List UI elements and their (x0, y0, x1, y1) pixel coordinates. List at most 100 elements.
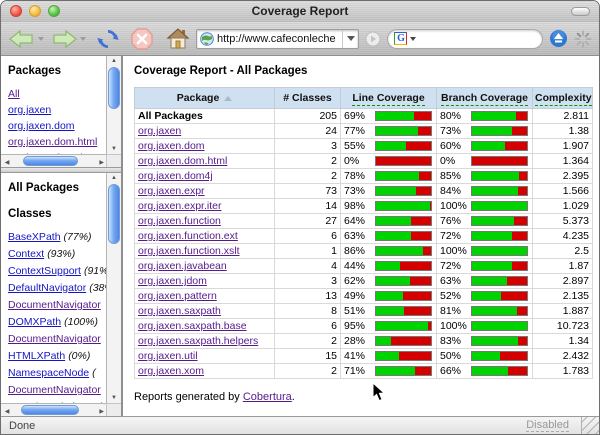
home-button[interactable] (166, 27, 190, 50)
sidebar-class-link[interactable]: ContextSupport (8, 265, 81, 277)
forward-button[interactable] (50, 29, 86, 48)
coverage-bar-fill (376, 292, 403, 300)
toolbar-toggle-widget[interactable] (571, 7, 590, 16)
globe-icon (200, 31, 214, 46)
package-link[interactable]: org.jaxen.dom.html (138, 155, 228, 167)
package-link[interactable]: org.jaxen.function (138, 215, 221, 227)
package-link[interactable]: org.jaxen.expr.iter (138, 200, 222, 212)
column-header-package[interactable]: Package (134, 87, 275, 109)
search-dropdown-icon[interactable] (410, 36, 417, 41)
sidebar-package-link[interactable]: org.jaxen (8, 104, 52, 116)
search-field[interactable]: G (387, 28, 543, 49)
sidebar-class-link[interactable]: DocumentNavigator (8, 333, 101, 345)
zoom-button[interactable] (48, 5, 60, 17)
sidebar-class-link[interactable]: DocumentNavigator (8, 384, 101, 396)
package-link[interactable]: org.jaxen.dom (138, 140, 205, 152)
address-text[interactable]: http://www.cafeconleche (217, 32, 336, 45)
scroll-left-icon[interactable]: ◀ (4, 409, 10, 415)
sidebar-package-link[interactable]: org.jaxen.dom4j (8, 152, 83, 154)
address-dropdown[interactable] (342, 29, 358, 48)
coverage-percent: 44% (344, 260, 366, 272)
complexity-cell: 1.34 (532, 333, 593, 349)
sidebar-class-link[interactable]: DocumentNavigator (8, 299, 101, 311)
back-button[interactable] (8, 29, 44, 48)
package-link[interactable]: org.jaxen.jdom (138, 275, 207, 287)
sidebar-package-link[interactable]: org.jaxen.dom (8, 120, 75, 132)
coverage-percent: 83% (440, 335, 462, 347)
scroll-left-icon[interactable]: ◀ (4, 160, 10, 166)
package-link[interactable]: org.jaxen.saxpath.helpers (138, 335, 259, 347)
sidebar-class-link[interactable]: HTMLXPath (8, 350, 66, 362)
scroll-up-icon[interactable]: ▲ (111, 175, 117, 181)
classes-horizontal-scrollbar[interactable]: ◀ ▶ (1, 403, 106, 416)
go-button[interactable] (365, 31, 381, 47)
scrollbar-thumb[interactable] (108, 67, 120, 109)
classes-vertical-scrollbar[interactable]: ▲ ▼ (106, 173, 121, 403)
package-link[interactable]: org.jaxen.util (138, 350, 198, 362)
sidebar-package-link[interactable]: org.jaxen.dom.html (8, 136, 98, 148)
sidebar-class-link[interactable]: DefaultNavigator (8, 282, 87, 294)
package-link[interactable]: org.jaxen (138, 125, 182, 137)
scrollbar-thumb[interactable] (23, 156, 78, 166)
sidebar-class-link[interactable]: Context (8, 248, 45, 260)
stop-button[interactable] (130, 27, 154, 51)
packages-vertical-scrollbar[interactable]: ▲ ▼ (106, 56, 121, 154)
class-coverage-percent: (91%) (83, 265, 106, 277)
coverage-bar (471, 201, 528, 211)
package-cell: org.jaxen.expr.iter (134, 198, 275, 214)
package-link[interactable]: org.jaxen.saxpath.base (138, 320, 247, 332)
package-link[interactable]: org.jaxen.expr (138, 185, 205, 197)
bookmark-button[interactable] (549, 29, 568, 48)
title-bar[interactable]: Coverage Report (1, 1, 599, 22)
coverage-bar-fill (472, 277, 507, 285)
minimize-button[interactable] (29, 5, 41, 17)
scroll-right-icon[interactable]: ▶ (99, 160, 104, 166)
column-header-branch-coverage[interactable]: Branch Coverage (436, 87, 533, 109)
package-link[interactable]: org.jaxen.xom (138, 365, 204, 377)
sidebar-class-link[interactable]: BaseXPath (8, 231, 61, 243)
column-header-classes[interactable]: # Classes (274, 87, 341, 109)
scroll-down-icon[interactable]: ▼ (111, 146, 117, 152)
coverage-bar-fill (376, 217, 412, 225)
coverage-bar (471, 216, 528, 226)
packages-horizontal-scrollbar[interactable]: ◀ ▶ (1, 154, 106, 167)
package-cell: org.jaxen.pattern (134, 288, 275, 304)
sidebar-class-link[interactable]: NamespaceNode (8, 367, 90, 379)
package-link[interactable]: org.jaxen.javabean (138, 260, 227, 272)
sidebar-class-link[interactable]: DOMXPath (8, 316, 62, 328)
go-icon (365, 31, 381, 46)
coverage-bar-fill (472, 322, 527, 330)
column-header-complexity[interactable]: Complexity (532, 87, 593, 109)
sidebar-class-link[interactable]: Dom4jXPath (8, 401, 67, 403)
coverage-bar (375, 351, 432, 361)
reload-button[interactable] (96, 28, 120, 50)
package-link[interactable]: org.jaxen.function.ext (138, 230, 238, 242)
package-link[interactable]: org.jaxen.dom4j (138, 170, 213, 182)
status-disabled-indicator[interactable]: Disabled (526, 419, 569, 432)
back-dropdown-icon[interactable] (38, 36, 44, 41)
cobertura-link[interactable]: Cobertura (242, 391, 292, 403)
close-button[interactable] (10, 5, 22, 17)
status-text: Done (9, 419, 36, 432)
line-coverage-cell: 49% (340, 288, 437, 304)
package-link[interactable]: org.jaxen.function.xslt (138, 245, 240, 257)
coverage-bar (375, 201, 432, 211)
classes-list: BaseXPath (77%) Context (93%) ContextSupport… (8, 229, 106, 403)
package-link[interactable]: org.jaxen.pattern (138, 290, 217, 302)
column-header-line-coverage[interactable]: Line Coverage (340, 87, 437, 109)
scrollbar-thumb[interactable] (21, 405, 79, 415)
forward-dropdown-icon[interactable] (80, 36, 86, 41)
scrollbar-thumb[interactable] (108, 184, 120, 244)
scroll-down-icon[interactable]: ▼ (111, 395, 117, 401)
scroll-right-icon[interactable]: ▶ (99, 409, 104, 415)
address-bar[interactable]: http://www.cafeconleche (196, 28, 360, 49)
sidebar-package-link[interactable]: All (8, 88, 20, 100)
packages-frame-content: Packages All org.jaxen org.jaxen.dom org.ja… (1, 56, 106, 154)
package-link[interactable]: org.jaxen.saxpath (138, 305, 221, 317)
scroll-up-icon[interactable]: ▲ (111, 58, 117, 64)
package-cell: org.jaxen.expr (134, 183, 275, 199)
class-coverage-percent: (0%) (68, 350, 91, 362)
resize-grip[interactable] (581, 417, 599, 434)
frame-divider[interactable] (1, 167, 121, 173)
